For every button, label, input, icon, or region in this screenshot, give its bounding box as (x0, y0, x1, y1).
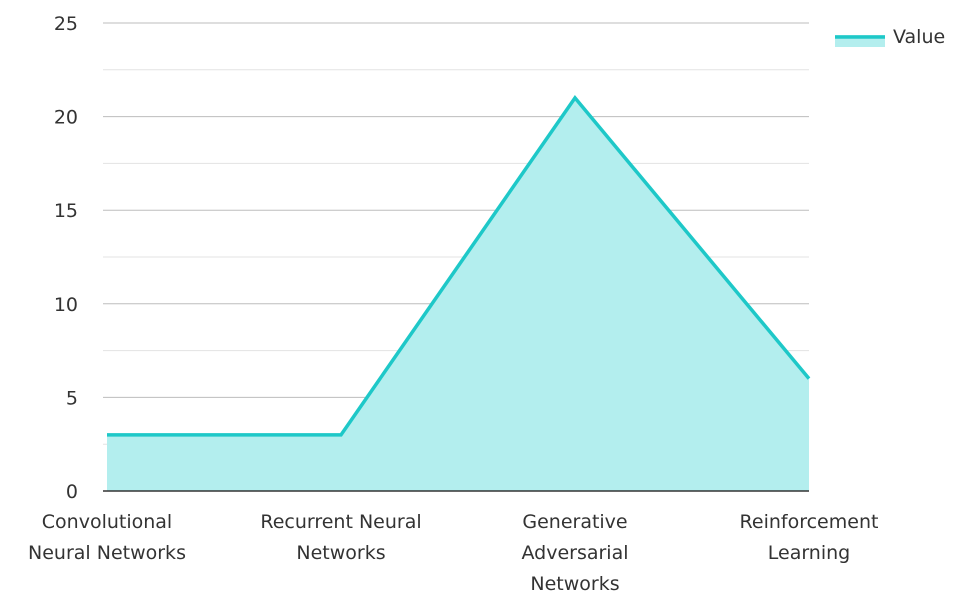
x-tick-label: Generative Adversarial Networks (521, 511, 628, 595)
x-tick-label-line: Generative (522, 511, 627, 533)
series-area-fill (107, 97, 809, 491)
x-tick-label: Recurrent Neural Networks (260, 511, 421, 564)
y-tick-label: 25 (54, 13, 78, 35)
x-tick-label-line: Convolutional (42, 511, 172, 533)
x-axis-tick-labels: Convolutional Neural Networks Recurrent Ne… (28, 511, 878, 595)
x-tick-label-line: Reinforcement (740, 511, 879, 533)
grid-lines (103, 22, 809, 445)
x-tick-label: Convolutional Neural Networks (28, 511, 186, 564)
x-tick-label-line: Networks (296, 542, 385, 564)
y-axis-tick-labels: 0 5 10 15 20 25 (54, 13, 78, 503)
x-tick-label-line: Recurrent Neural (260, 511, 421, 533)
x-tick-label-line: Neural Networks (28, 542, 186, 564)
y-tick-label: 10 (54, 294, 78, 316)
legend-label: Value (893, 26, 945, 48)
y-tick-label: 15 (54, 200, 78, 222)
x-tick-label-line: Adversarial (521, 542, 628, 564)
legend: Value (835, 26, 945, 48)
series-line (107, 94, 811, 437)
x-tick-label: Reinforcement Learning (740, 511, 879, 564)
y-tick-label: 0 (66, 481, 78, 503)
y-tick-label: 5 (66, 387, 78, 409)
series-area-layer (106, 94, 811, 491)
y-tick-label: 20 (54, 107, 78, 129)
x-tick-label-line: Networks (530, 573, 619, 595)
x-tick-label-line: Learning (768, 542, 851, 564)
